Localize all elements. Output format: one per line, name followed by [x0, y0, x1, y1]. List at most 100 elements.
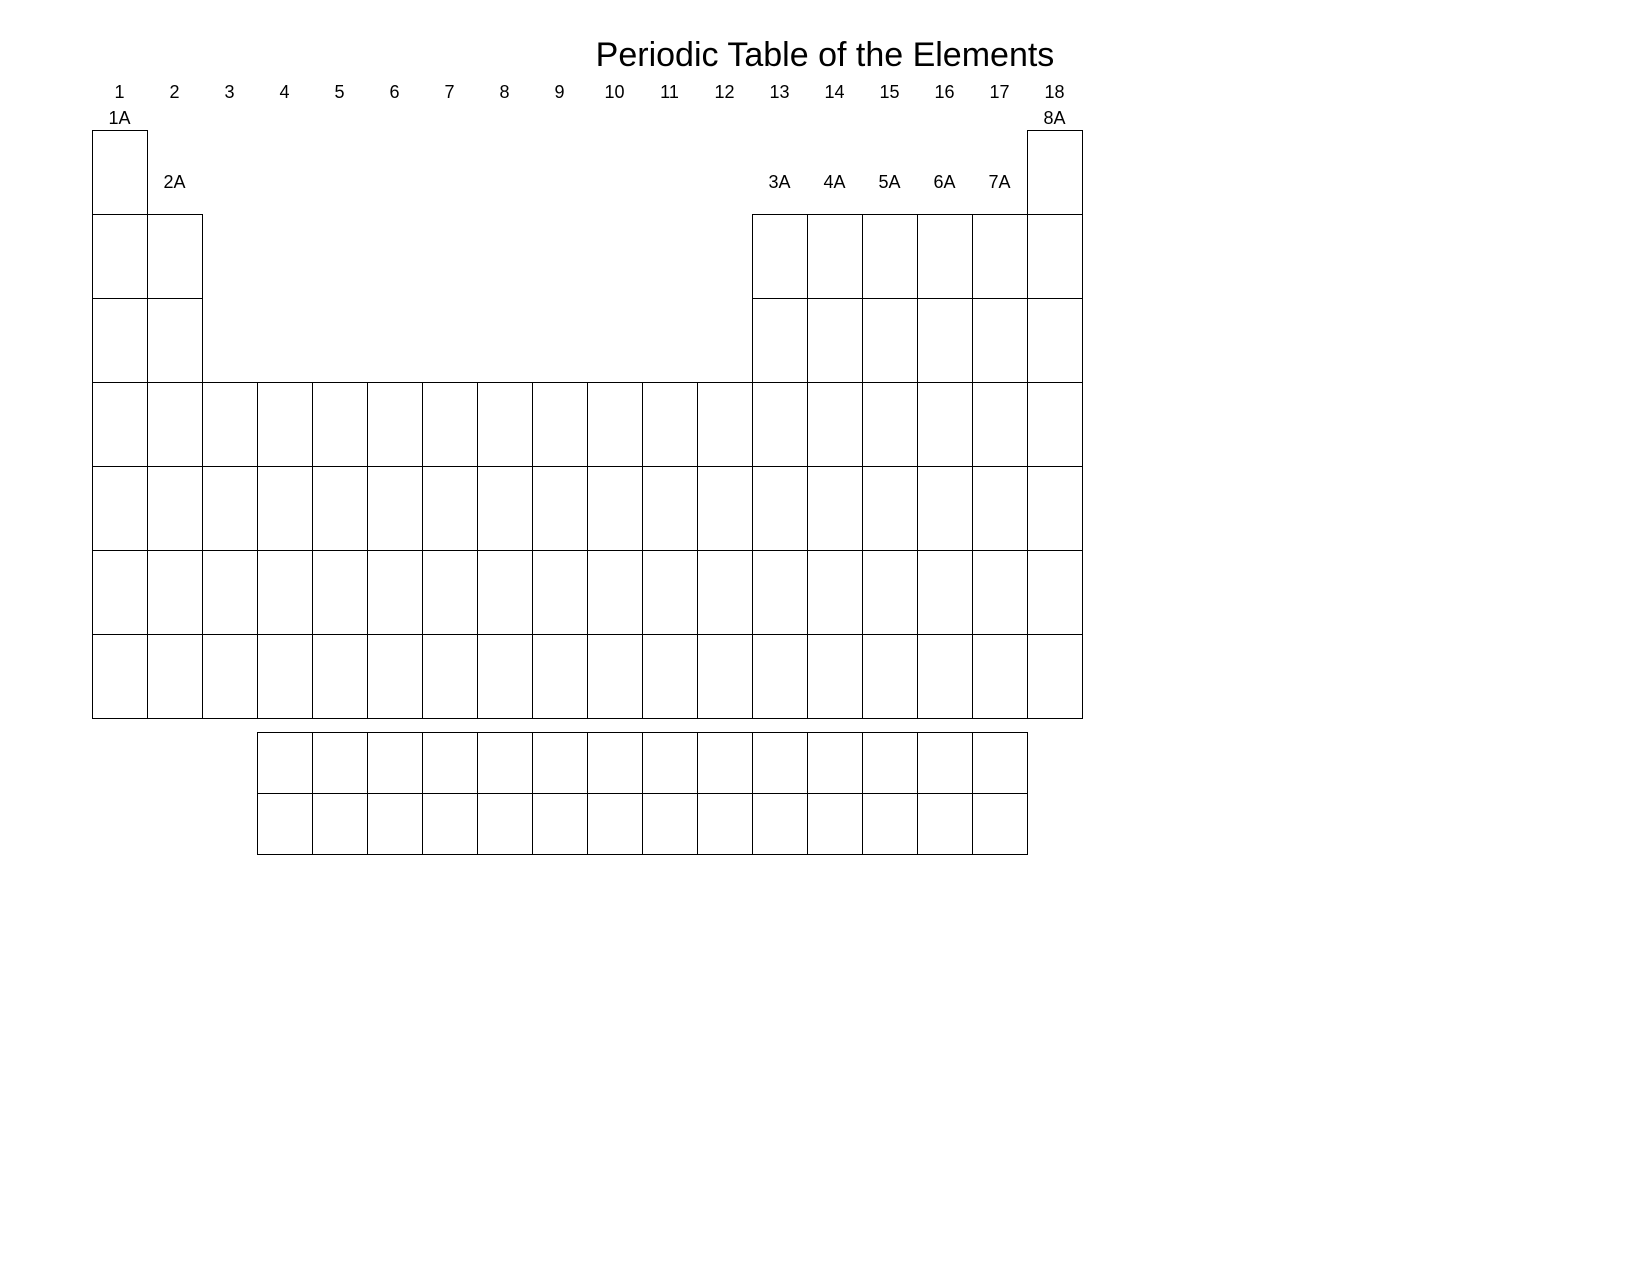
element-cell — [312, 634, 368, 719]
element-cell — [257, 466, 313, 551]
element-cell — [532, 382, 588, 467]
fblock-cell — [422, 732, 478, 794]
element-cell — [477, 634, 533, 719]
column-number: 5 — [312, 82, 367, 103]
element-cell — [752, 550, 808, 635]
fblock-cell — [972, 793, 1028, 855]
element-cell — [697, 466, 753, 551]
column-number: 9 — [532, 82, 587, 103]
column-number: 10 — [587, 82, 642, 103]
element-cell — [532, 634, 588, 719]
element-cell — [367, 382, 423, 467]
element-cell — [532, 466, 588, 551]
group-label: 3A — [752, 172, 807, 193]
element-cell — [477, 466, 533, 551]
element-cell — [752, 382, 808, 467]
column-number: 6 — [367, 82, 422, 103]
element-cell — [1027, 382, 1083, 467]
fblock-cell — [752, 732, 808, 794]
group-label: 8A — [1027, 108, 1082, 129]
column-number: 2 — [147, 82, 202, 103]
fblock-cell — [532, 732, 588, 794]
fblock-cell — [697, 793, 753, 855]
group-label: 6A — [917, 172, 972, 193]
column-number: 13 — [752, 82, 807, 103]
element-cell — [532, 550, 588, 635]
group-label: 2A — [147, 172, 202, 193]
group-label: 5A — [862, 172, 917, 193]
element-cell — [917, 382, 973, 467]
element-cell — [642, 550, 698, 635]
element-cell — [257, 550, 313, 635]
fblock-cell — [312, 732, 368, 794]
fblock-cell — [972, 732, 1028, 794]
element-cell — [807, 382, 863, 467]
fblock-cell — [367, 732, 423, 794]
fblock-cell — [862, 732, 918, 794]
element-cell — [917, 298, 973, 383]
fblock-cell — [587, 793, 643, 855]
element-cell — [147, 382, 203, 467]
fblock-cell — [257, 793, 313, 855]
element-cell — [422, 634, 478, 719]
element-cell — [752, 634, 808, 719]
element-cell — [697, 550, 753, 635]
element-cell — [752, 214, 808, 299]
element-cell — [367, 550, 423, 635]
column-number: 18 — [1027, 82, 1082, 103]
element-cell — [202, 382, 258, 467]
fblock-cell — [422, 793, 478, 855]
column-number: 11 — [642, 82, 697, 103]
element-cell — [752, 466, 808, 551]
element-cell — [807, 214, 863, 299]
fblock-cell — [532, 793, 588, 855]
element-cell — [642, 466, 698, 551]
element-cell — [807, 466, 863, 551]
element-cell — [642, 634, 698, 719]
group-label: 4A — [807, 172, 862, 193]
element-cell — [147, 634, 203, 719]
element-cell — [257, 382, 313, 467]
element-cell — [1027, 214, 1083, 299]
column-number: 8 — [477, 82, 532, 103]
element-cell — [917, 634, 973, 719]
element-cell — [862, 550, 918, 635]
column-number: 1 — [92, 82, 147, 103]
element-cell — [807, 634, 863, 719]
column-number: 12 — [697, 82, 752, 103]
element-cell — [862, 382, 918, 467]
element-cell — [917, 466, 973, 551]
element-cell — [367, 466, 423, 551]
element-cell — [972, 550, 1028, 635]
element-cell — [972, 634, 1028, 719]
element-cell — [752, 298, 808, 383]
element-cell — [92, 214, 148, 299]
fblock-cell — [697, 732, 753, 794]
fblock-cell — [917, 732, 973, 794]
fblock-cell — [642, 732, 698, 794]
column-number: 16 — [917, 82, 972, 103]
element-cell — [147, 550, 203, 635]
fblock-cell — [257, 732, 313, 794]
element-cell — [92, 382, 148, 467]
column-number: 7 — [422, 82, 477, 103]
column-number: 3 — [202, 82, 257, 103]
element-cell — [587, 382, 643, 467]
element-cell — [147, 466, 203, 551]
element-cell — [477, 382, 533, 467]
element-cell — [587, 634, 643, 719]
element-cell — [587, 550, 643, 635]
element-cell — [862, 298, 918, 383]
element-cell — [422, 550, 478, 635]
element-cell — [92, 130, 148, 215]
element-cell — [642, 382, 698, 467]
fblock-cell — [477, 732, 533, 794]
element-cell — [807, 298, 863, 383]
element-cell — [92, 466, 148, 551]
group-label: 1A — [92, 108, 147, 129]
element-cell — [697, 634, 753, 719]
element-cell — [972, 466, 1028, 551]
fblock-cell — [477, 793, 533, 855]
element-cell — [972, 382, 1028, 467]
element-cell — [1027, 130, 1083, 215]
